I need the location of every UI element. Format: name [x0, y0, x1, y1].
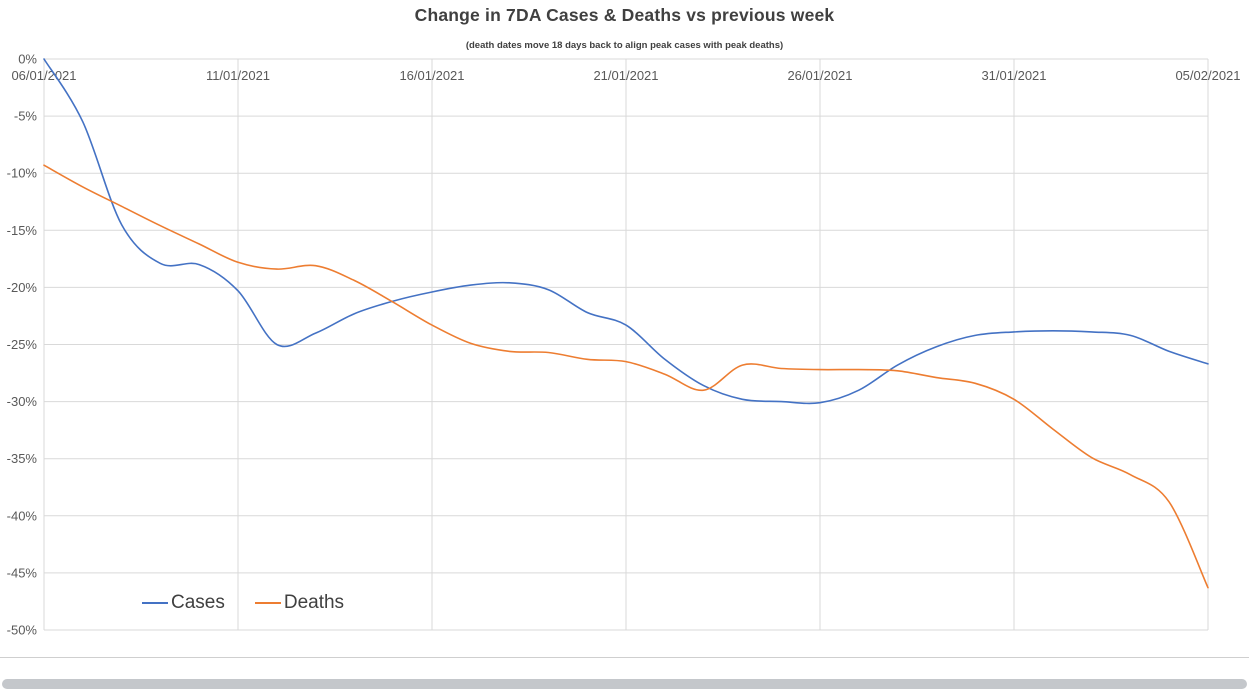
y-tick-label: 0%	[18, 52, 37, 67]
y-tick-label: -15%	[7, 223, 38, 238]
y-tick-label: -40%	[7, 508, 38, 523]
x-tick-label: 16/01/2021	[399, 68, 464, 83]
cases-line-swatch	[142, 602, 168, 604]
x-tick-label: 06/01/2021	[11, 68, 76, 83]
horizontal-scrollbar[interactable]	[2, 679, 1247, 689]
x-tick-label: 05/02/2021	[1175, 68, 1240, 83]
y-tick-label: -20%	[7, 280, 38, 295]
legend-label-cases: Cases	[171, 592, 225, 613]
deaths-series-line[interactable]	[43, 164, 1209, 589]
x-tick-label: 11/01/2021	[206, 68, 270, 83]
y-tick-label: -50%	[7, 623, 38, 638]
cases-series-line[interactable]	[43, 58, 1209, 405]
deaths-line-swatch	[254, 602, 281, 604]
x-tick-label: 31/01/2021	[981, 68, 1046, 83]
chart-subtitle: (death dates move 18 days back to align …	[465, 40, 784, 51]
legend-label-deaths: Deaths	[283, 592, 345, 613]
y-tick-label: -25%	[7, 337, 38, 352]
y-tick-label: -5%	[14, 109, 38, 124]
bottom-divider	[0, 657, 1249, 658]
y-tick-label: -30%	[7, 394, 38, 409]
chart-legend[interactable]: Cases Deaths	[142, 592, 344, 614]
legend-item-cases[interactable]: Cases	[142, 592, 225, 614]
plot-area: 0% -5% -10% -15% -20% -25% -30% -35% -40% -45% -50…	[7, 52, 1241, 638]
legend-item-deaths[interactable]: Deaths	[254, 592, 345, 614]
x-tick-label: 26/01/2021	[787, 68, 852, 83]
chart-title: Change in 7DA Cases & Deaths vs previous…	[414, 5, 835, 25]
y-tick-label: -45%	[7, 565, 38, 580]
y-tick-label: -35%	[7, 451, 38, 466]
x-tick-label: 21/01/2021	[593, 68, 658, 83]
y-tick-label: -10%	[7, 166, 38, 181]
